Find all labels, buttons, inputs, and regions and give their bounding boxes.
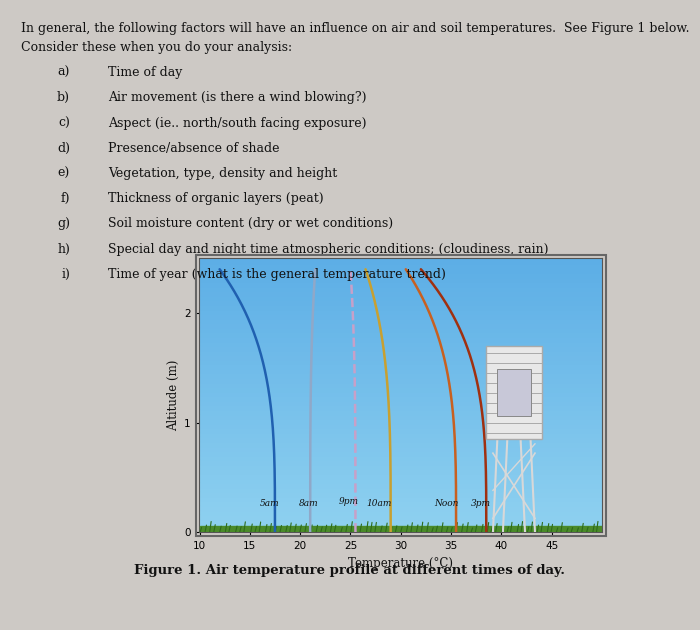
Bar [199,327,602,331]
Bar [199,496,602,500]
Bar [199,382,602,386]
Bar [199,358,602,364]
Bar [199,526,602,532]
Text: d): d) [57,142,70,155]
Bar [486,346,542,439]
Text: Vegetation, type, density and height: Vegetation, type, density and height [108,167,337,180]
Bar [199,400,602,404]
Bar [199,486,602,491]
Bar [199,500,602,505]
Bar [199,437,602,441]
Bar [199,473,602,478]
Bar [199,268,602,272]
Bar [199,469,602,473]
Bar [199,455,602,459]
Bar [199,510,602,514]
Bar [199,309,602,313]
Bar [199,263,602,268]
Bar [199,445,602,450]
Text: h): h) [57,243,70,256]
Text: In general, the following factors will have an influence on air and soil tempera: In general, the following factors will h… [21,22,690,35]
Bar [199,368,602,372]
Bar [199,386,602,391]
Bar [199,350,602,354]
Bar [199,391,602,396]
Bar [199,459,602,464]
Bar [199,464,602,469]
Bar [199,272,602,277]
Bar [199,323,602,327]
Text: 3pm: 3pm [471,500,491,508]
Bar [199,258,602,263]
Bar [199,277,602,281]
Bar [199,523,602,528]
Text: 10am: 10am [366,500,391,508]
Bar [199,450,602,455]
Text: Aspect (ie.. north/south facing exposure): Aspect (ie.. north/south facing exposure… [108,117,367,130]
Bar [199,318,602,323]
Bar [199,491,602,496]
Bar [199,413,602,418]
Bar [199,336,602,340]
Text: 5am: 5am [260,500,280,508]
Bar [199,345,602,350]
Bar [199,432,602,437]
Text: Air movement (is there a wind blowing?): Air movement (is there a wind blowing?) [108,91,367,105]
Bar [199,354,602,359]
Text: Consider these when you do your analysis:: Consider these when you do your analysis… [21,41,292,54]
Text: g): g) [57,217,70,231]
Text: Time of day: Time of day [108,66,183,79]
Bar [199,377,602,382]
Bar [199,281,602,286]
Bar [199,423,602,427]
Bar [199,528,602,532]
Text: f): f) [60,192,70,205]
Text: Figure 1. Air temperature profile at different times of day.: Figure 1. Air temperature profile at dif… [134,564,566,577]
Bar [199,290,602,295]
Bar [497,369,531,416]
Text: b): b) [57,91,70,105]
Text: i): i) [61,268,70,281]
Text: e): e) [57,167,70,180]
Bar [199,505,602,510]
Bar [199,418,602,423]
Text: Thickness of organic layers (peat): Thickness of organic layers (peat) [108,192,324,205]
Bar [199,364,602,368]
Text: Special day and night time atmospheric conditions; (cloudiness, rain): Special day and night time atmospheric c… [108,243,549,256]
Bar [199,518,602,523]
Bar [199,304,602,309]
Bar [199,372,602,377]
Text: a): a) [57,66,70,79]
Bar [199,340,602,345]
Bar [199,396,602,400]
Bar [199,441,602,445]
Bar [199,409,602,413]
Text: 8am: 8am [298,500,318,508]
Text: Soil moisture content (dry or wet conditions): Soil moisture content (dry or wet condit… [108,217,393,231]
Bar [199,299,602,304]
Text: Noon: Noon [434,500,458,508]
Text: Time of year (what is the general temperature trend): Time of year (what is the general temper… [108,268,447,281]
Y-axis label: Altitude (m): Altitude (m) [167,360,180,431]
Bar [199,514,602,518]
Text: Presence/absence of shade: Presence/absence of shade [108,142,280,155]
Bar [199,482,602,486]
Bar [199,295,602,299]
Bar [199,478,602,482]
Text: c): c) [58,117,70,130]
X-axis label: Temperature (°C): Temperature (°C) [348,557,453,570]
Bar [199,286,602,290]
Text: 9pm: 9pm [338,497,358,507]
Bar [199,313,602,318]
Bar [199,404,602,409]
Bar [199,331,602,336]
Bar [199,427,602,432]
